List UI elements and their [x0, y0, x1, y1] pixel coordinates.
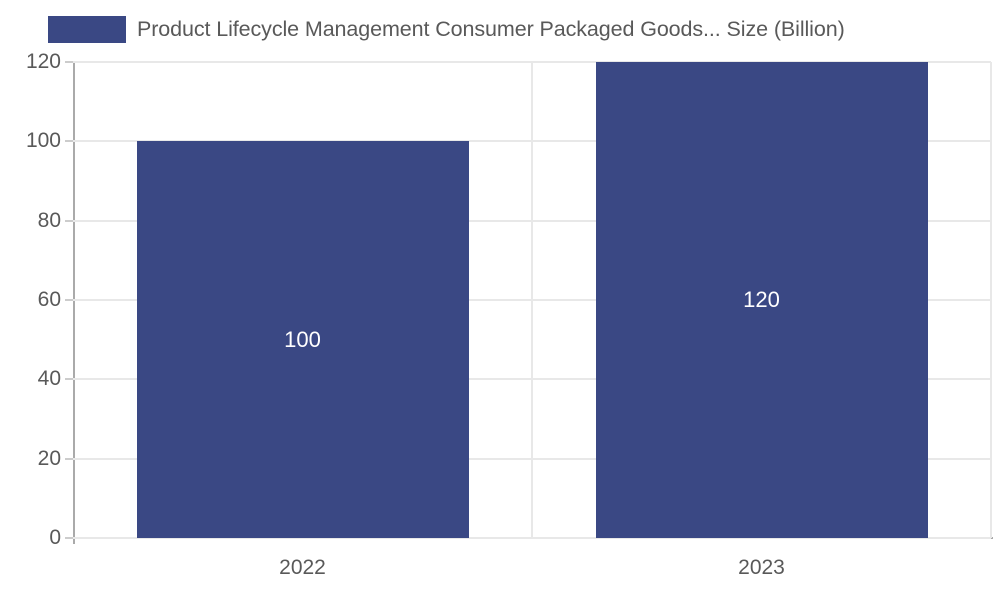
y-axis-tick-mark	[65, 537, 73, 539]
gridline-vertical	[990, 62, 992, 538]
bar-value-label: 100	[284, 326, 321, 352]
y-axis-line	[73, 62, 75, 544]
y-axis-tick-label: 0	[49, 526, 61, 549]
y-axis-tick-label: 100	[25, 129, 61, 153]
chart-legend[interactable]: Product Lifecycle Management Consumer Pa…	[48, 13, 845, 45]
y-axis-tick-label: 60	[37, 288, 61, 311]
y-axis-tick-mark	[65, 378, 73, 381]
gridline-vertical	[531, 62, 533, 538]
y-axis-tick-mark	[65, 140, 73, 143]
y-axis-tick-label: 40	[37, 367, 61, 391]
y-axis-tick-label: 80	[37, 208, 61, 232]
y-axis-tick-label: 20	[37, 446, 61, 470]
y-axis-tick-mark	[65, 299, 73, 301]
y-axis-tick-mark	[65, 219, 73, 222]
x-axis-tick-label: 2022	[279, 556, 326, 579]
y-axis-tick-mark	[65, 457, 73, 460]
y-axis-tick-label: 120	[25, 50, 61, 73]
x-axis-tick-label: 2023	[738, 556, 785, 579]
bar-value-label: 120	[743, 287, 780, 312]
legend-swatch-icon	[48, 15, 126, 43]
legend-label: Product Lifecycle Management Consumer Pa…	[137, 16, 845, 41]
bar-2023[interactable]: 120	[595, 62, 928, 538]
y-axis-tick-mark	[65, 61, 73, 63]
bar-2022[interactable]: 100	[136, 141, 469, 538]
gridline-horizontal	[73, 537, 991, 539]
plot-area: 0 20 40 60 80 100 120 100 2022 120 2023	[26, 50, 992, 579]
